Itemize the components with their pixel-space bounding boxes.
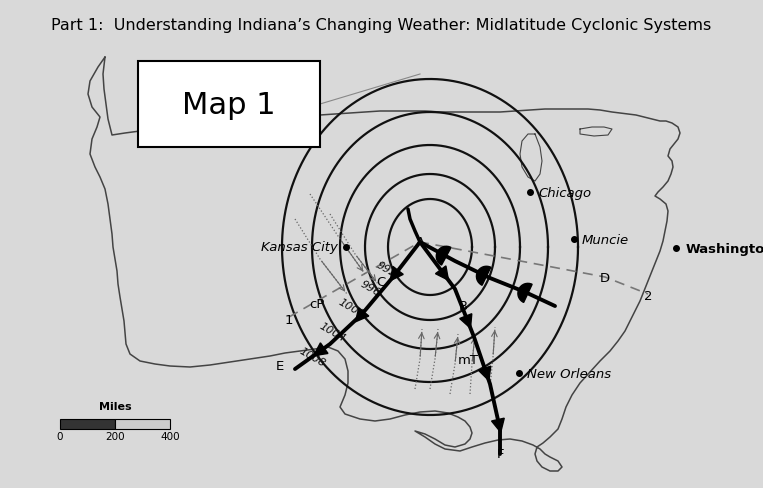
Text: Washington: Washington [686, 242, 763, 255]
Text: 1: 1 [285, 314, 293, 327]
Text: Miles: Miles [98, 401, 131, 411]
Bar [115, 419, 170, 429]
Text: 1004: 1004 [317, 321, 347, 344]
Polygon shape [314, 343, 328, 356]
Text: C: C [376, 276, 385, 289]
Bar [60, 419, 115, 429]
Wedge shape [476, 267, 491, 285]
Polygon shape [390, 267, 403, 281]
Text: Muncie: Muncie [582, 233, 629, 246]
Wedge shape [436, 247, 451, 265]
Text: 2: 2 [644, 290, 652, 303]
Text: 996: 996 [359, 278, 382, 298]
Text: D: D [600, 271, 610, 284]
Text: 1008: 1008 [298, 345, 327, 368]
Text: Kansas City: Kansas City [261, 241, 338, 254]
Text: Map 1: Map 1 [182, 90, 275, 119]
Polygon shape [356, 308, 369, 322]
Polygon shape [478, 366, 491, 381]
Text: mT: mT [458, 353, 478, 366]
Wedge shape [518, 284, 532, 303]
Polygon shape [459, 314, 472, 328]
Text: B: B [459, 299, 468, 312]
Text: 0: 0 [56, 431, 63, 441]
Text: 400: 400 [160, 431, 180, 441]
Text: F: F [496, 447, 504, 461]
Polygon shape [436, 266, 449, 281]
Polygon shape [491, 418, 504, 432]
Text: New Orleans: New Orleans [527, 367, 611, 380]
FancyBboxPatch shape [138, 62, 320, 148]
Text: Part 1:  Understanding Indiana’s Changing Weather: Midlatitude Cyclonic Systems: Part 1: Understanding Indiana’s Changing… [51, 18, 712, 33]
Text: 200: 200 [105, 431, 125, 441]
Text: cP: cP [309, 298, 325, 311]
Text: Chicago: Chicago [538, 186, 591, 199]
Text: 1000: 1000 [336, 296, 365, 319]
Text: E: E [276, 359, 284, 372]
Text: 992: 992 [375, 260, 398, 279]
Text: A: A [415, 236, 424, 249]
